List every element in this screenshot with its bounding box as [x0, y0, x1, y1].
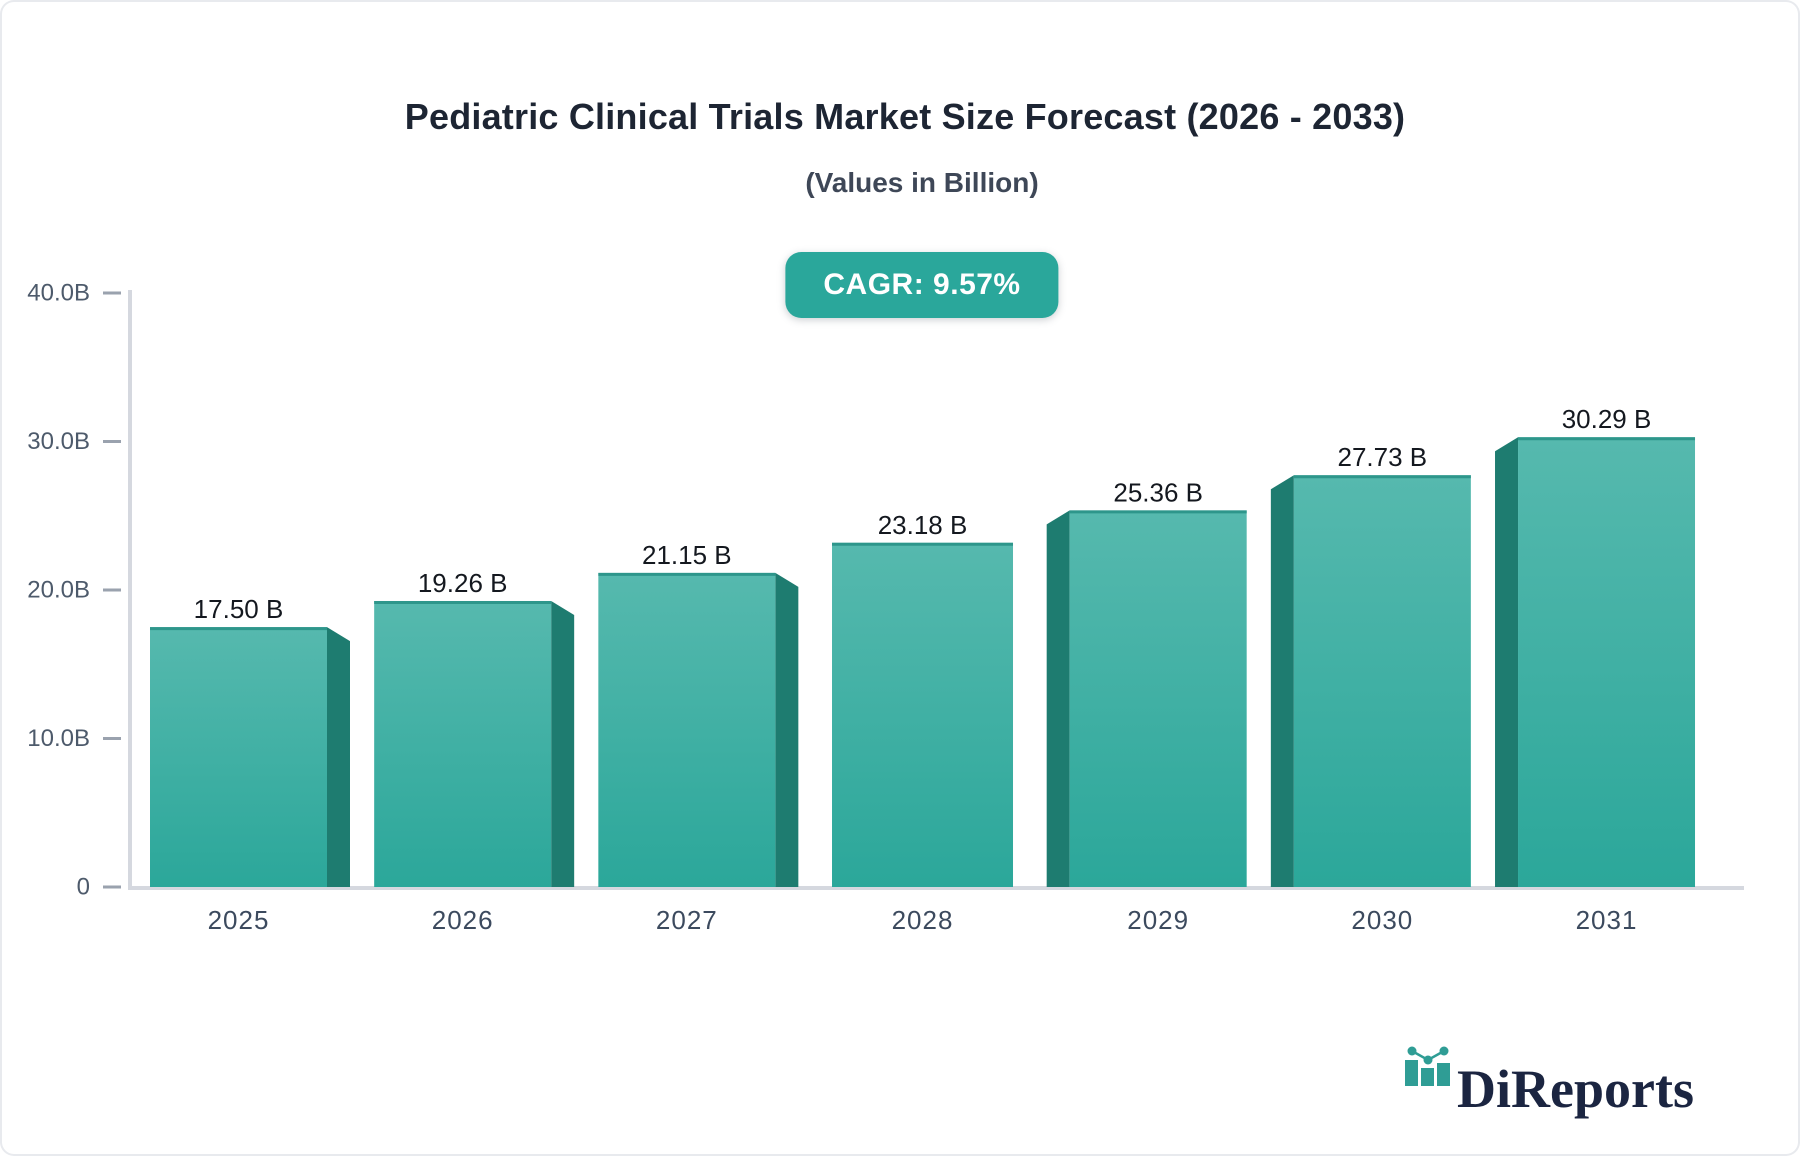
x-axis-label-2028: 2028: [892, 905, 954, 935]
x-axis-label-2027: 2027: [656, 905, 718, 935]
bar-side-2031: [1495, 437, 1519, 887]
bar-2030: [1293, 475, 1471, 887]
logo-dot-3: [1439, 1046, 1449, 1056]
bar-group-2030: 27.73 B: [1270, 442, 1471, 887]
x-axis-line: [128, 886, 1744, 890]
x-axis-label-2025: 2025: [208, 905, 270, 935]
value-label-2026: 19.26 B: [418, 568, 508, 598]
bar-2028: [832, 542, 1014, 887]
logo-dot-1: [1407, 1046, 1417, 1056]
direports-logo: DiReports: [1405, 1046, 1694, 1116]
value-label-2030: 27.73 B: [1338, 442, 1428, 472]
logo-bar-3: [1437, 1063, 1451, 1086]
y-axis-tick-label-10.0B: 10.0B: [27, 725, 90, 752]
bar-side-2026: [551, 600, 575, 887]
y-axis-tick-label-30.0B: 30.0B: [27, 428, 90, 455]
bar-2029: [1069, 510, 1247, 887]
y-axis-tick-40.0B: [103, 291, 121, 295]
bar-group-2031: 30.29 B: [1495, 404, 1696, 887]
x-axis-label-2029: 2029: [1127, 905, 1189, 935]
value-label-2029: 25.36 B: [1113, 477, 1203, 507]
logo-bar-2: [1421, 1068, 1435, 1086]
bar-group-2027: 21.15 B: [598, 540, 799, 887]
x-axis-label-2026: 2026: [432, 905, 494, 935]
bar-2025: [150, 627, 327, 887]
y-axis-tick-10.0B: [103, 737, 121, 740]
chart-subtitle: (Values in Billion): [805, 167, 1039, 198]
bar-group-2025: 17.50 B: [150, 594, 350, 887]
cagr-badge: CAGR: 9.57%: [785, 252, 1059, 318]
y-axis-line: [128, 290, 132, 890]
y-axis-tick-label-40.0B: 40.0B: [27, 280, 90, 307]
y-axis-tick-20.0B: [103, 588, 121, 592]
bar-side-2029: [1046, 510, 1070, 887]
bar-group-2029: 25.36 B: [1046, 477, 1247, 887]
direports-logo-icon: [1405, 1046, 1451, 1086]
direports-logo-text: DiReports: [1457, 1059, 1694, 1119]
x-axis-label-2031: 2031: [1576, 905, 1638, 935]
y-axis-tick-label-0: 0: [77, 874, 90, 901]
y-axis-tick-0: [103, 885, 121, 889]
bar-side-2030: [1270, 475, 1294, 887]
chart-title: Pediatric Clinical Trials Market Size Fo…: [404, 96, 1406, 137]
bar-group-2026: 19.26 B: [374, 568, 575, 887]
bar-side-2027: [775, 572, 799, 887]
bar-group-2028: 23.18 B: [832, 510, 1014, 887]
value-label-2025: 17.50 B: [194, 594, 284, 624]
bar-2026: [374, 600, 552, 887]
bar-side-2025: [327, 627, 350, 887]
value-label-2027: 21.15 B: [642, 540, 732, 570]
x-axis-label-2030: 2030: [1351, 905, 1413, 935]
y-axis-tick-label-20.0B: 20.0B: [27, 577, 90, 604]
logo-bar-1: [1405, 1060, 1419, 1086]
logo-dot-2: [1423, 1055, 1433, 1065]
bar-2027: [598, 572, 776, 887]
y-axis-tick-30.0B: [103, 440, 121, 443]
bar-2031: [1518, 437, 1696, 887]
value-label-2031: 30.29 B: [1562, 404, 1652, 434]
value-label-2028: 23.18 B: [878, 510, 968, 540]
